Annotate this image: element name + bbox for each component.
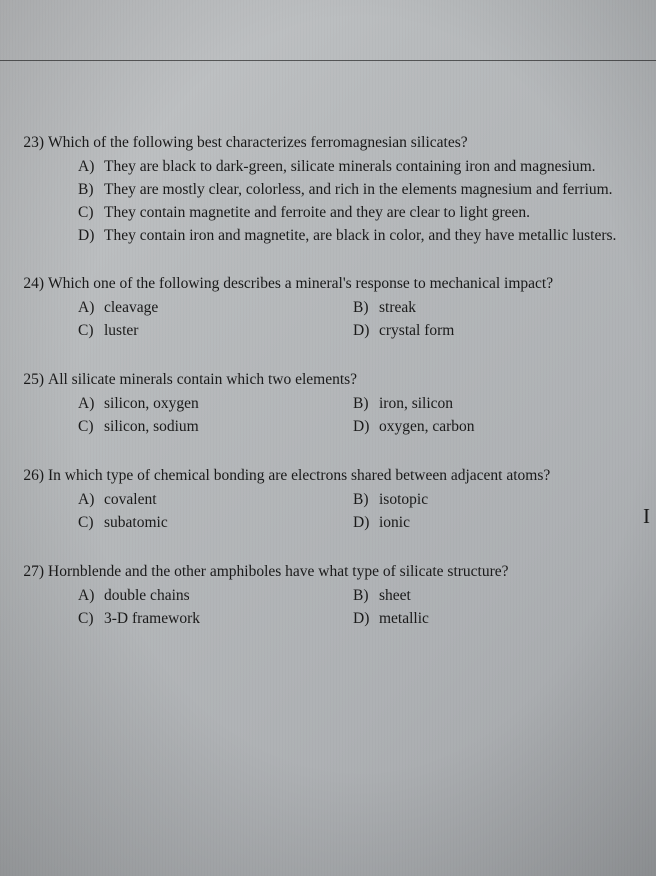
option-d[interactable]: D) crystal form <box>353 320 628 342</box>
option-c[interactable]: C) 3-D framework <box>78 608 353 630</box>
option-letter: A) <box>78 297 104 319</box>
option-a[interactable]: A) double chains <box>78 585 353 607</box>
option-c[interactable]: C) They contain magnetite and ferroite a… <box>78 202 628 224</box>
option-letter: B) <box>353 489 379 511</box>
option-letter: C) <box>78 416 104 438</box>
option-a[interactable]: A) They are black to dark-green, silicat… <box>78 156 628 178</box>
option-d[interactable]: D) ionic <box>353 512 628 534</box>
option-text: covalent <box>104 489 353 511</box>
option-b[interactable]: B) They are mostly clear, colorless, and… <box>78 179 628 201</box>
question-row: 27) Hornblende and the other amphiboles … <box>18 561 628 583</box>
option-c[interactable]: C) luster <box>78 320 353 342</box>
option-a[interactable]: A) cleavage <box>78 297 353 319</box>
option-text: sheet <box>379 585 628 607</box>
option-letter: C) <box>78 608 104 630</box>
option-letter: D) <box>353 416 379 438</box>
option-d[interactable]: D) metallic <box>353 608 628 630</box>
option-letter: A) <box>78 393 104 415</box>
option-list: A) cleavage B) streak C) luster D) cryst… <box>78 297 628 343</box>
option-letter: D) <box>353 320 379 342</box>
option-text: They are mostly clear, colorless, and ri… <box>104 179 628 201</box>
question-27: 27) Hornblende and the other amphiboles … <box>18 561 628 631</box>
option-text: silicon, sodium <box>104 416 353 438</box>
option-text: subatomic <box>104 512 353 534</box>
option-a[interactable]: A) covalent <box>78 489 353 511</box>
question-stem: Which one of the following describes a m… <box>48 273 628 295</box>
option-letter: D) <box>353 608 379 630</box>
question-26: 26) In which type of chemical bonding ar… <box>18 465 628 535</box>
option-c[interactable]: C) subatomic <box>78 512 353 534</box>
option-b[interactable]: B) iron, silicon <box>353 393 628 415</box>
option-d[interactable]: D) oxygen, carbon <box>353 416 628 438</box>
option-letter: C) <box>78 202 104 224</box>
text-cursor-icon: I <box>643 504 650 529</box>
option-letter: D) <box>353 512 379 534</box>
question-stem: All silicate minerals contain which two … <box>48 369 628 391</box>
question-number: 25) <box>18 369 48 391</box>
question-23: 23) Which of the following best characte… <box>18 132 628 247</box>
option-text: luster <box>104 320 353 342</box>
option-letter: A) <box>78 489 104 511</box>
option-text: crystal form <box>379 320 628 342</box>
option-letter: D) <box>78 225 104 247</box>
question-stem: Hornblende and the other amphiboles have… <box>48 561 628 583</box>
option-text: isotopic <box>379 489 628 511</box>
option-letter: C) <box>78 512 104 534</box>
option-text: cleavage <box>104 297 353 319</box>
option-list: A) silicon, oxygen B) iron, silicon C) s… <box>78 393 628 439</box>
question-number: 23) <box>18 132 48 154</box>
option-letter: A) <box>78 585 104 607</box>
option-text: oxygen, carbon <box>379 416 628 438</box>
question-stem: In which type of chemical bonding are el… <box>48 465 628 487</box>
option-b[interactable]: B) sheet <box>353 585 628 607</box>
question-number: 26) <box>18 465 48 487</box>
question-row: 25) All silicate minerals contain which … <box>18 369 628 391</box>
option-letter: A) <box>78 156 104 178</box>
option-letter: B) <box>353 585 379 607</box>
option-c[interactable]: C) silicon, sodium <box>78 416 353 438</box>
option-text: metallic <box>379 608 628 630</box>
option-letter: B) <box>78 179 104 201</box>
top-rule <box>0 60 656 61</box>
option-text: double chains <box>104 585 353 607</box>
option-text: 3-D framework <box>104 608 353 630</box>
option-text: They are black to dark-green, silicate m… <box>104 156 628 178</box>
option-text: ionic <box>379 512 628 534</box>
question-number: 24) <box>18 273 48 295</box>
option-list: A) double chains B) sheet C) 3-D framewo… <box>78 585 628 631</box>
option-a[interactable]: A) silicon, oxygen <box>78 393 353 415</box>
question-row: 26) In which type of chemical bonding ar… <box>18 465 628 487</box>
question-25: 25) All silicate minerals contain which … <box>18 369 628 439</box>
option-list: A) They are black to dark-green, silicat… <box>78 156 628 247</box>
option-letter: C) <box>78 320 104 342</box>
option-text: They contain magnetite and ferroite and … <box>104 202 628 224</box>
option-b[interactable]: B) isotopic <box>353 489 628 511</box>
option-b[interactable]: B) streak <box>353 297 628 319</box>
page-container: 23) Which of the following best characte… <box>0 0 656 876</box>
option-list: A) covalent B) isotopic C) subatomic D) … <box>78 489 628 535</box>
question-row: 24) Which one of the following describes… <box>18 273 628 295</box>
question-list: 23) Which of the following best characte… <box>18 132 628 657</box>
question-24: 24) Which one of the following describes… <box>18 273 628 343</box>
question-number: 27) <box>18 561 48 583</box>
option-text: They contain iron and magnetite, are bla… <box>104 225 628 247</box>
option-text: iron, silicon <box>379 393 628 415</box>
option-text: streak <box>379 297 628 319</box>
question-row: 23) Which of the following best characte… <box>18 132 628 154</box>
option-d[interactable]: D) They contain iron and magnetite, are … <box>78 225 628 247</box>
option-text: silicon, oxygen <box>104 393 353 415</box>
question-stem: Which of the following best characterize… <box>48 132 628 154</box>
option-letter: B) <box>353 393 379 415</box>
option-letter: B) <box>353 297 379 319</box>
